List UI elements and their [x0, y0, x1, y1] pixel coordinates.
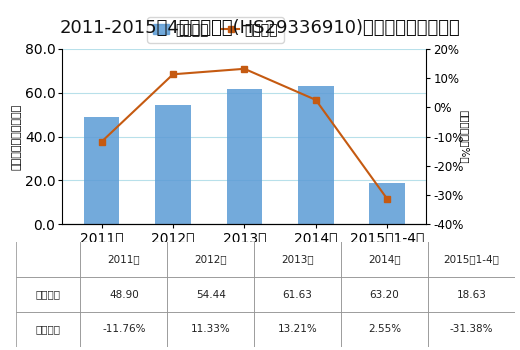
Bar	[167, 312, 254, 346]
Text: 2012年: 2012年	[194, 254, 227, 264]
Text: 13.21%: 13.21%	[278, 324, 318, 334]
Text: 2013年: 2013年	[281, 254, 314, 264]
Bar	[428, 241, 515, 277]
Bar	[155, 105, 191, 224]
Bar	[81, 312, 167, 346]
Bar	[428, 312, 515, 346]
Bar	[341, 277, 428, 312]
Legend: 出口金额, 同比增长: 出口金额, 同比增长	[147, 18, 283, 43]
Text: 同比增长: 同比增长	[35, 324, 60, 334]
Bar	[341, 241, 428, 277]
Y-axis label: 同比增长率（%）: 同比增长率（%）	[459, 110, 469, 163]
Text: 54.44: 54.44	[196, 289, 226, 300]
Text: 2015年1-4月: 2015年1-4月	[444, 254, 499, 264]
Text: 2014年: 2014年	[368, 254, 401, 264]
Bar	[428, 277, 515, 312]
Text: 2.55%: 2.55%	[368, 324, 401, 334]
Text: 2011年: 2011年	[108, 254, 140, 264]
Bar	[369, 183, 405, 224]
Bar	[254, 277, 341, 312]
Text: 63.20: 63.20	[370, 289, 399, 300]
Bar	[81, 241, 167, 277]
Text: 出口金额: 出口金额	[35, 289, 60, 300]
Y-axis label: 出口金额（百万美元）: 出口金额（百万美元）	[12, 103, 22, 170]
Text: 2011-2015年4月三聚氰氯(HS29336910)出口总额及增速统计: 2011-2015年4月三聚氰氯(HS29336910)出口总额及增速统计	[60, 19, 460, 37]
Text: 18.63: 18.63	[457, 289, 486, 300]
Bar	[16, 277, 81, 312]
Bar	[84, 117, 120, 224]
Text: 61.63: 61.63	[283, 289, 313, 300]
Bar	[341, 312, 428, 346]
Bar	[298, 86, 334, 224]
Text: -11.76%: -11.76%	[102, 324, 146, 334]
Bar	[81, 277, 167, 312]
Bar	[254, 241, 341, 277]
Text: -31.38%: -31.38%	[450, 324, 493, 334]
Text: 11.33%: 11.33%	[191, 324, 231, 334]
Text: 48.90: 48.90	[109, 289, 139, 300]
Bar	[167, 277, 254, 312]
Bar	[254, 312, 341, 346]
Bar	[16, 312, 81, 346]
Bar	[167, 241, 254, 277]
Bar	[16, 241, 81, 277]
Bar	[227, 89, 262, 224]
